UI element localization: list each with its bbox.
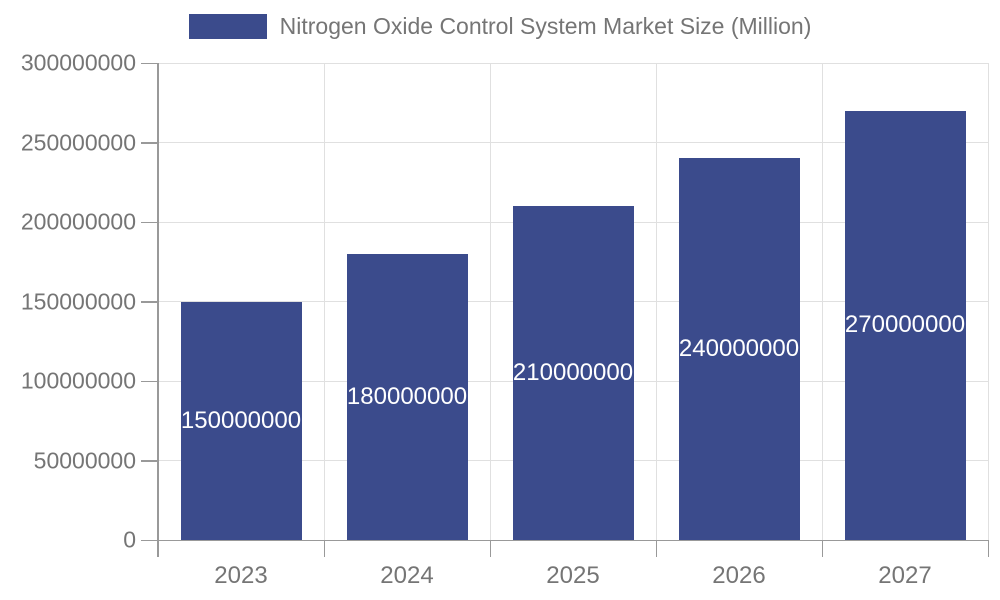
x-tick bbox=[489, 540, 491, 557]
y-tick-label: 300000000 bbox=[20, 49, 136, 76]
gridline-horizontal bbox=[158, 142, 988, 143]
bar-2027[interactable] bbox=[844, 110, 966, 540]
legend[interactable]: Nitrogen Oxide Control System Market Siz… bbox=[0, 13, 1000, 40]
y-tick-label: 250000000 bbox=[20, 129, 136, 155]
x-tick-label-2026: 2026 bbox=[712, 562, 766, 589]
y-tick bbox=[141, 142, 158, 144]
bar-2024[interactable] bbox=[346, 253, 468, 540]
legend-label: Nitrogen Oxide Control System Market Siz… bbox=[279, 13, 812, 39]
x-axis-line bbox=[150, 539, 988, 541]
y-tick-label: 100000000 bbox=[20, 367, 136, 394]
bar-2023[interactable] bbox=[180, 301, 302, 540]
bar-value-label: 240000000 bbox=[678, 335, 800, 363]
bar-value-label: 270000000 bbox=[844, 311, 966, 339]
y-tick-label: 150000000 bbox=[20, 288, 136, 314]
y-tick-label: 200000000 bbox=[20, 208, 136, 235]
x-tick-label-2024: 2024 bbox=[380, 562, 434, 589]
y-tick bbox=[141, 539, 158, 541]
x-tick bbox=[323, 540, 325, 557]
y-tick bbox=[141, 221, 158, 223]
gridline-vertical bbox=[987, 63, 989, 540]
gridline-vertical bbox=[655, 63, 657, 540]
y-axis-line bbox=[157, 63, 159, 557]
y-tick bbox=[141, 62, 158, 64]
bar-value-label: 210000000 bbox=[512, 359, 634, 387]
gridline-vertical bbox=[821, 63, 823, 540]
y-tick bbox=[141, 301, 158, 303]
gridline-vertical bbox=[489, 63, 491, 540]
x-tick-label-2025: 2025 bbox=[546, 562, 600, 589]
y-tick-label: 0 bbox=[123, 526, 136, 553]
x-tick-label-2023: 2023 bbox=[214, 562, 268, 589]
y-tick-label: 50000000 bbox=[33, 447, 136, 473]
bar-2026[interactable] bbox=[678, 158, 800, 540]
x-tick bbox=[655, 540, 657, 557]
x-tick-label-2027: 2027 bbox=[878, 562, 932, 589]
x-tick bbox=[821, 540, 823, 557]
x-tick bbox=[157, 540, 159, 557]
bar-value-label: 150000000 bbox=[180, 406, 302, 434]
bar-value-label: 180000000 bbox=[346, 382, 468, 410]
legend-swatch-icon bbox=[188, 14, 267, 39]
x-tick bbox=[987, 540, 989, 557]
y-tick bbox=[141, 460, 158, 462]
y-tick bbox=[141, 380, 158, 382]
gridline-vertical bbox=[323, 63, 325, 540]
bar-2025[interactable] bbox=[512, 206, 634, 540]
gridline-horizontal bbox=[158, 62, 988, 64]
